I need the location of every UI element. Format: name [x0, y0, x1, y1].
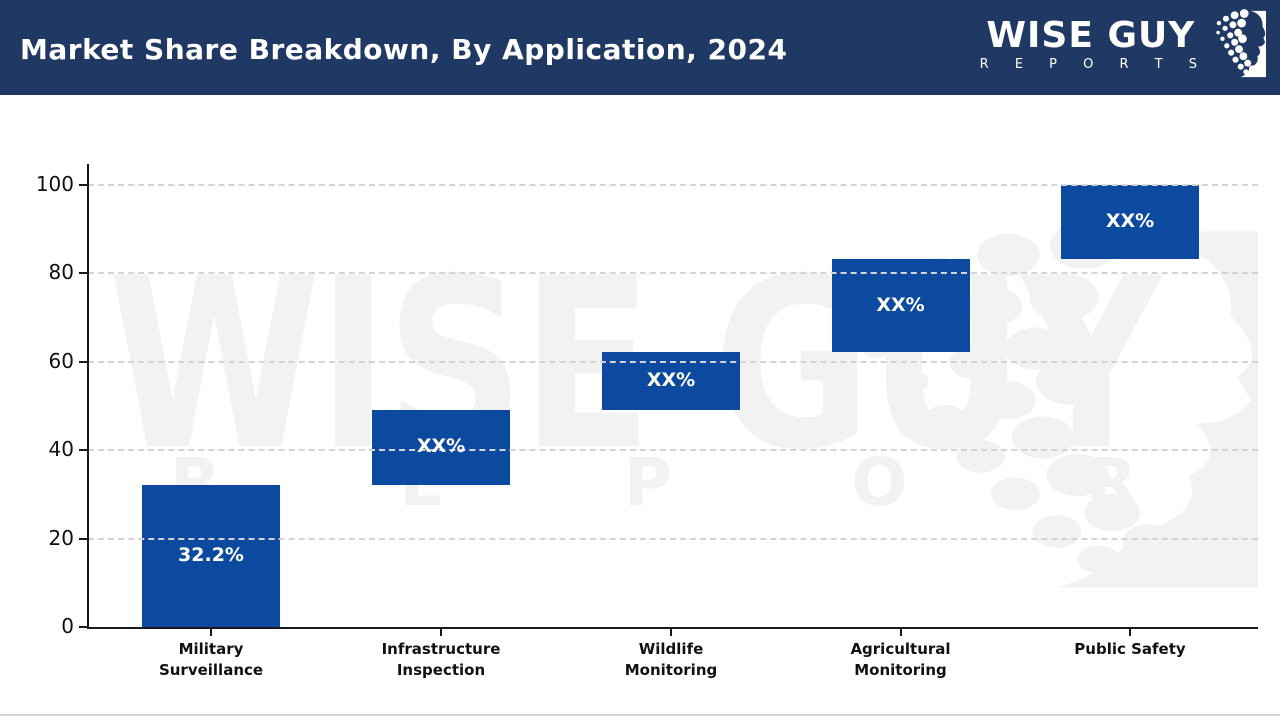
- x-category-label-wildlife-monitoring: Wildlife Monitoring: [556, 639, 786, 681]
- y-tick-mark: [79, 626, 88, 628]
- x-category-label-line: Surveillance: [158, 661, 264, 679]
- x-category-label-infrastructure-inspection: Infrastructure Inspection: [326, 639, 556, 681]
- y-tick-label: 100: [35, 172, 74, 196]
- bar-label-public-safety: XX%: [1105, 210, 1155, 233]
- gridline: [88, 184, 1258, 186]
- page-title: Market Share Breakdown, By Application, …: [20, 33, 788, 66]
- y-tick-mark: [79, 360, 88, 363]
- y-tick-mark: [79, 537, 88, 540]
- bar-military-surveillance: [142, 484, 280, 627]
- x-tick-mark: [440, 629, 442, 636]
- y-tick-mark: [79, 272, 88, 275]
- y-tick-mark: [79, 449, 88, 452]
- bar-infrastructure-inspection: [372, 409, 510, 485]
- y-tick-mark: [79, 184, 88, 186]
- y-tick-label: 80: [48, 260, 74, 285]
- x-category-label-line: Agricultural: [850, 640, 951, 658]
- gridline: [88, 360, 1258, 363]
- bar-label-infrastructure-inspection: XX%: [416, 435, 466, 458]
- x-category-label-agricultural-monitoring: Agricultural Monitoring: [786, 639, 1016, 681]
- y-tick-label: 40: [48, 437, 74, 462]
- x-tick-mark: [899, 629, 902, 636]
- y-tick-label: 60: [48, 348, 74, 373]
- bar-label-military-surveillance: 32.2%: [178, 543, 244, 566]
- wiseguy-logo: WISE GUY R E P O R T S: [974, 6, 1266, 82]
- x-tick-mark: [670, 629, 672, 636]
- x-category-label-line: Public Safety: [1074, 640, 1186, 658]
- bar-label-wildlife-monitoring: XX%: [646, 368, 696, 391]
- x-category-label-line: Military: [178, 640, 244, 658]
- header: Market Share Breakdown, By Application, …: [0, 0, 1280, 95]
- x-category-label-line: Monitoring: [854, 661, 947, 679]
- logo-subtitle: R E P O R T S: [979, 57, 1208, 72]
- x-tick-mark: [210, 629, 212, 636]
- gridline: [88, 272, 1258, 275]
- y-tick-label: 20: [48, 525, 74, 550]
- y-axis-line: [87, 164, 89, 629]
- logo-wordmark: WISE GUY: [986, 15, 1196, 56]
- x-axis-line: [87, 627, 1258, 629]
- x-category-label-line: Inspection: [396, 661, 486, 679]
- gridline: [88, 449, 1258, 452]
- bottom-divider: [0, 714, 1280, 716]
- x-category-label-public-safety: Public Safety: [1015, 639, 1245, 660]
- gridline: [88, 537, 1258, 540]
- logo-text: WISE GUY R E P O R T S: [974, 15, 1208, 73]
- bar-label-agricultural-monitoring: XX%: [876, 293, 925, 316]
- x-category-label-line: Infrastructure: [381, 640, 501, 658]
- x-category-label-line: Wildlife: [638, 640, 704, 658]
- x-category-label-military-surveillance: Military Surveillance: [96, 639, 326, 681]
- logo-head-icon: [1216, 9, 1266, 78]
- y-tick-label: 0: [61, 614, 74, 638]
- x-tick-mark: [1129, 629, 1131, 636]
- x-category-label-line: Monitoring: [624, 661, 718, 679]
